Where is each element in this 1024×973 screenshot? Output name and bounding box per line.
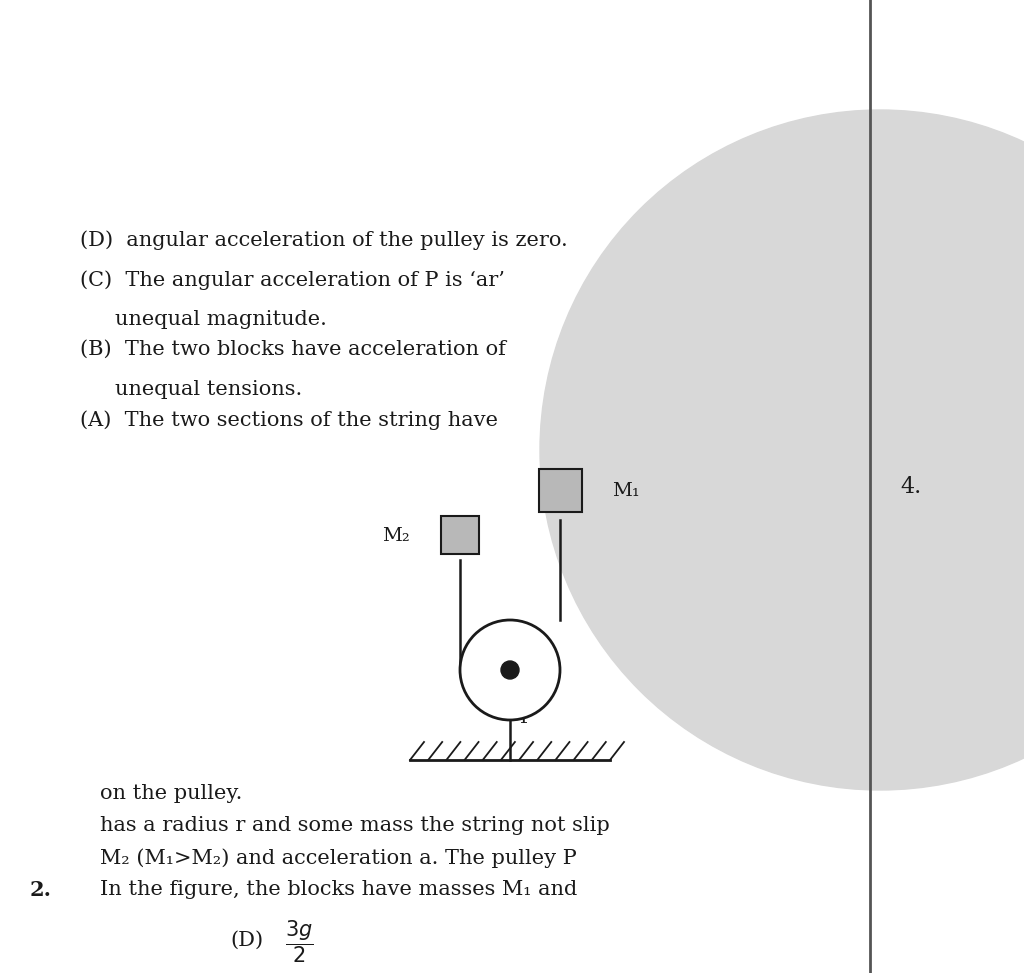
Text: P: P [520,709,534,727]
Text: In the figure, the blocks have masses M₁ and: In the figure, the blocks have masses M₁… [100,880,578,899]
Bar [539,469,582,512]
Circle shape [501,661,519,679]
Text: (D): (D) [230,930,263,950]
Text: has a radius r and some mass the string not slip: has a radius r and some mass the string … [100,816,609,835]
Text: unequal magnitude.: unequal magnitude. [115,310,327,329]
Circle shape [540,110,1024,790]
Circle shape [460,620,560,720]
Text: (D)  angular acceleration of the pulley is zero.: (D) angular acceleration of the pulley i… [80,230,567,250]
Text: on the pulley.: on the pulley. [100,784,243,803]
Text: 2.: 2. [30,880,52,900]
Text: (A)  The two sections of the string have: (A) The two sections of the string have [80,410,498,430]
Text: unequal tensions.: unequal tensions. [115,380,302,399]
Bar [441,516,479,554]
Text: M₂ (M₁>M₂) and acceleration a. The pulley P: M₂ (M₁>M₂) and acceleration a. The pulle… [100,848,577,868]
Text: M₂: M₂ [382,527,410,545]
Text: (B)  The two blocks have acceleration of: (B) The two blocks have acceleration of [80,340,506,359]
Text: M₁: M₁ [612,482,640,500]
Text: (C)  The angular acceleration of P is ‘ar’: (C) The angular acceleration of P is ‘ar… [80,270,505,290]
Text: $\dfrac{3g}{2}$: $\dfrac{3g}{2}$ [285,919,313,965]
Text: 4.: 4. [900,476,922,498]
